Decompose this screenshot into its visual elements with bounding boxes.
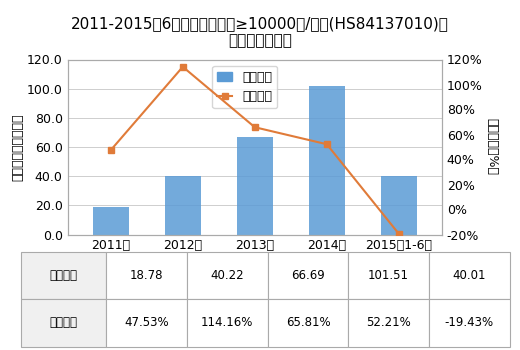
Text: 口量及增速统计: 口量及增速统计 <box>228 33 292 48</box>
Bar <box>21 252 106 299</box>
Bar <box>187 299 268 346</box>
Bar <box>268 299 348 346</box>
Y-axis label: 进口数量（万（台）: 进口数量（万（台） <box>11 113 24 181</box>
Bar <box>268 252 348 299</box>
Bar <box>309 86 345 234</box>
Text: 40.22: 40.22 <box>211 269 244 282</box>
Text: -19.43%: -19.43% <box>445 316 494 329</box>
Bar <box>381 176 417 235</box>
Text: 101.51: 101.51 <box>368 269 409 282</box>
Bar <box>429 252 510 299</box>
Text: 52.21%: 52.21% <box>366 316 411 329</box>
Y-axis label: 同比增长（%）: 同比增长（%） <box>486 119 499 175</box>
Bar <box>165 176 201 234</box>
Bar <box>237 137 273 235</box>
Text: 同比增长: 同比增长 <box>49 316 77 329</box>
Bar <box>21 299 106 346</box>
Bar <box>429 299 510 346</box>
Text: 65.81%: 65.81% <box>285 316 330 329</box>
Text: 2011-2015年6月离心泵（转速≥10000转/分）(HS84137010)进: 2011-2015年6月离心泵（转速≥10000转/分）(HS84137010)… <box>71 16 449 31</box>
Bar <box>348 299 429 346</box>
Text: 114.16%: 114.16% <box>201 316 254 329</box>
Legend: 进口数量, 同比增长: 进口数量, 同比增长 <box>212 66 277 108</box>
Text: 进口数量: 进口数量 <box>49 269 77 282</box>
Bar <box>348 252 429 299</box>
Bar <box>93 207 129 234</box>
Text: 66.69: 66.69 <box>291 269 325 282</box>
Text: 40.01: 40.01 <box>452 269 486 282</box>
Bar <box>106 299 187 346</box>
Text: 18.78: 18.78 <box>130 269 163 282</box>
Bar <box>187 252 268 299</box>
Text: 47.53%: 47.53% <box>124 316 169 329</box>
Bar <box>106 252 187 299</box>
